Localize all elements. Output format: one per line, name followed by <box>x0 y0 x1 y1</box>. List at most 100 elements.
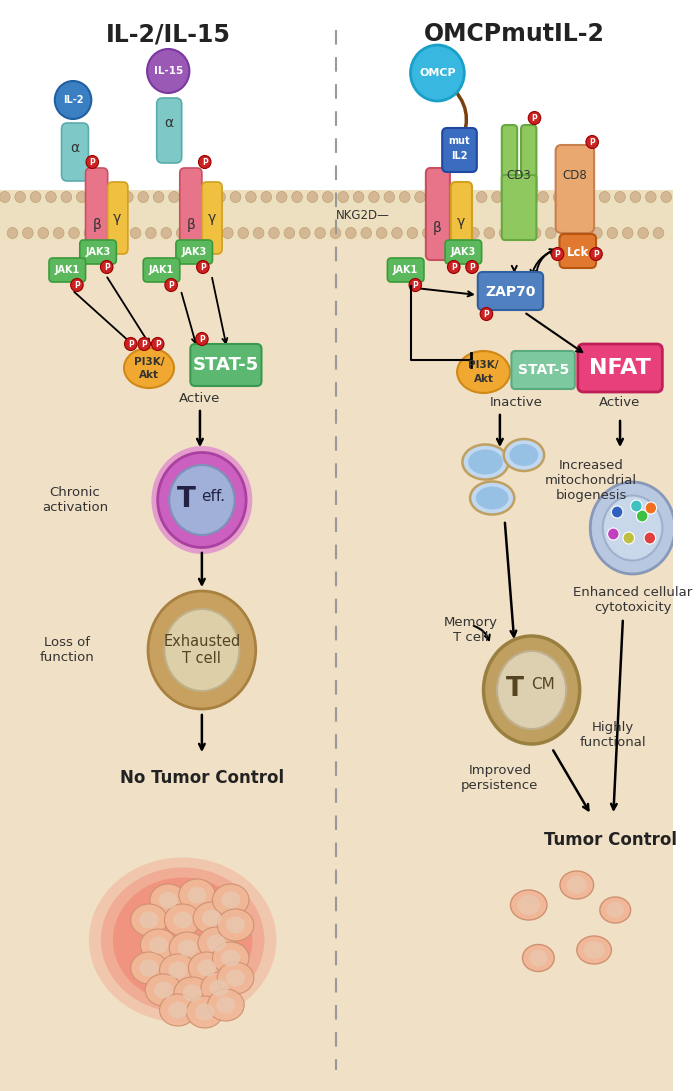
Text: JAK3: JAK3 <box>85 247 111 257</box>
Ellipse shape <box>131 904 167 936</box>
Text: Akt: Akt <box>139 370 159 380</box>
Text: γ: γ <box>113 211 121 225</box>
Ellipse shape <box>217 962 254 994</box>
Circle shape <box>499 228 510 239</box>
Circle shape <box>346 228 356 239</box>
Circle shape <box>330 228 341 239</box>
Text: JAK3: JAK3 <box>451 247 476 257</box>
Circle shape <box>653 228 664 239</box>
Circle shape <box>623 532 634 544</box>
Ellipse shape <box>510 444 538 466</box>
Text: JAK3: JAK3 <box>181 247 206 257</box>
Circle shape <box>138 192 148 203</box>
Circle shape <box>522 192 533 203</box>
Circle shape <box>169 192 179 203</box>
Circle shape <box>92 192 102 203</box>
Text: Tumor Control: Tumor Control <box>544 831 677 849</box>
Ellipse shape <box>160 954 196 986</box>
Circle shape <box>553 192 564 203</box>
Text: β: β <box>92 218 102 232</box>
Circle shape <box>622 228 633 239</box>
Text: P: P <box>74 280 80 289</box>
Circle shape <box>86 156 99 168</box>
Circle shape <box>125 337 137 350</box>
Ellipse shape <box>168 961 188 979</box>
Text: Lck: Lck <box>566 245 589 259</box>
Circle shape <box>447 261 460 274</box>
Ellipse shape <box>101 867 265 1012</box>
Ellipse shape <box>202 910 221 926</box>
Ellipse shape <box>169 465 235 535</box>
Circle shape <box>101 261 113 274</box>
Text: P: P <box>484 310 489 319</box>
Text: IL-15: IL-15 <box>153 65 183 76</box>
Ellipse shape <box>198 927 235 959</box>
Text: JAK1: JAK1 <box>149 265 174 275</box>
Text: PI3K/: PI3K/ <box>134 357 164 367</box>
Circle shape <box>384 192 395 203</box>
Text: P: P <box>141 339 147 348</box>
Circle shape <box>15 192 25 203</box>
Ellipse shape <box>188 887 206 903</box>
Text: JAK1: JAK1 <box>55 265 80 275</box>
Ellipse shape <box>89 858 276 1022</box>
Ellipse shape <box>151 446 252 554</box>
Circle shape <box>615 192 625 203</box>
Text: P: P <box>199 335 205 344</box>
Circle shape <box>446 192 456 203</box>
Circle shape <box>261 192 272 203</box>
Text: P: P <box>128 339 134 348</box>
Circle shape <box>409 278 421 291</box>
Text: P: P <box>589 137 595 146</box>
Circle shape <box>147 49 190 93</box>
Circle shape <box>592 228 602 239</box>
FancyBboxPatch shape <box>49 257 85 281</box>
Circle shape <box>195 333 208 346</box>
Circle shape <box>176 228 187 239</box>
Circle shape <box>146 228 156 239</box>
Circle shape <box>611 506 623 518</box>
Circle shape <box>292 192 302 203</box>
Circle shape <box>507 192 518 203</box>
FancyBboxPatch shape <box>442 128 477 172</box>
Circle shape <box>84 228 95 239</box>
Circle shape <box>253 228 264 239</box>
Circle shape <box>61 192 71 203</box>
Circle shape <box>354 192 364 203</box>
Circle shape <box>454 228 464 239</box>
FancyBboxPatch shape <box>502 125 517 205</box>
Circle shape <box>165 278 177 291</box>
Circle shape <box>466 261 478 274</box>
Circle shape <box>361 228 372 239</box>
Circle shape <box>461 192 472 203</box>
Ellipse shape <box>169 932 206 964</box>
Ellipse shape <box>226 916 245 934</box>
Text: Highly
functional: Highly functional <box>580 721 647 750</box>
Circle shape <box>107 192 118 203</box>
Ellipse shape <box>603 495 662 561</box>
Ellipse shape <box>160 994 196 1026</box>
Text: IL-2/IL-15: IL-2/IL-15 <box>106 22 231 46</box>
Circle shape <box>468 228 480 239</box>
Ellipse shape <box>476 487 508 509</box>
Text: CD8: CD8 <box>563 168 587 181</box>
Text: P: P <box>451 263 456 272</box>
Circle shape <box>661 192 671 203</box>
Text: P: P <box>155 339 160 348</box>
Circle shape <box>410 45 464 101</box>
Circle shape <box>568 192 579 203</box>
Text: STAT-5: STAT-5 <box>517 363 569 377</box>
Ellipse shape <box>560 871 594 899</box>
Text: Memory
T cell: Memory T cell <box>444 616 498 644</box>
Circle shape <box>514 228 526 239</box>
Text: OMCPmutIL-2: OMCPmutIL-2 <box>424 22 605 46</box>
Ellipse shape <box>600 897 631 923</box>
Text: β: β <box>433 221 442 235</box>
FancyBboxPatch shape <box>157 98 182 163</box>
Circle shape <box>584 192 594 203</box>
Ellipse shape <box>221 949 240 967</box>
FancyBboxPatch shape <box>559 233 596 268</box>
Text: Inactive: Inactive <box>490 396 542 408</box>
Circle shape <box>369 192 379 203</box>
Text: Active: Active <box>599 396 640 408</box>
